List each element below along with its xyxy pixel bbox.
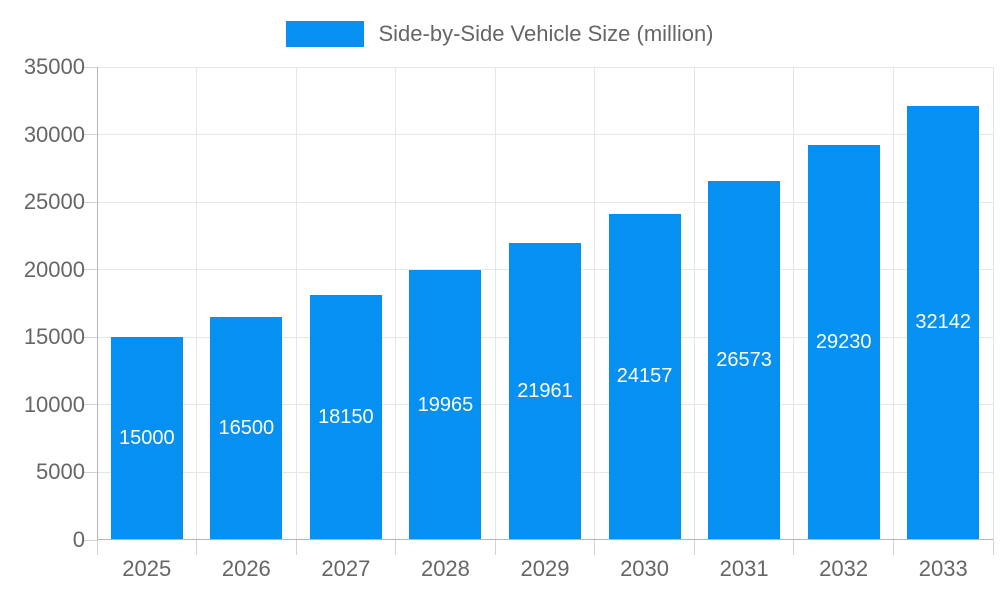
- x-tick-label: 2025: [122, 556, 172, 581]
- bar[interactable]: 26573: [708, 180, 781, 539]
- x-gridline: [196, 67, 198, 540]
- x-tick-label: 2027: [321, 556, 371, 581]
- bar[interactable]: 15000: [110, 337, 183, 539]
- x-gridline: [594, 67, 596, 540]
- bar-value-label: 26573: [716, 348, 772, 371]
- bar[interactable]: 29230: [807, 144, 880, 539]
- x-gridline: [494, 67, 496, 540]
- y-tick: [82, 539, 97, 541]
- y-tick-label: 10000: [23, 391, 85, 417]
- bar-value-label: 16500: [218, 417, 275, 439]
- x-tick: [295, 540, 297, 555]
- bar[interactable]: 21961: [509, 243, 581, 539]
- plot-area: 0 5000 10000 15000 20000 25000 30000 35000 15000…: [24, 56, 994, 580]
- x-gridline: [892, 67, 894, 540]
- y-tick: [82, 471, 97, 473]
- y-tick: [82, 404, 97, 406]
- y-tick-label: 30000: [23, 121, 85, 147]
- y-tick-label: 35000: [23, 54, 85, 79]
- x-tick-label: 2032: [819, 556, 869, 581]
- bar[interactable]: 19965: [409, 270, 482, 539]
- x-tick: [494, 540, 496, 555]
- y-tick-label: 15000: [23, 324, 85, 350]
- y-gridline: [97, 201, 993, 203]
- x-tick: [594, 540, 596, 555]
- y-tick: [82, 66, 97, 68]
- x-gridline: [395, 67, 397, 540]
- y-tick-label: 5000: [36, 459, 85, 485]
- x-tick-label: 2029: [520, 556, 570, 581]
- bar-value-label: 32142: [915, 311, 972, 334]
- legend[interactable]: Side-by-Side Vehicle Size (million): [0, 14, 1000, 54]
- y-tick: [82, 336, 97, 338]
- bar-value-label: 29230: [815, 330, 872, 353]
- bar-value-label: 15000: [118, 427, 175, 450]
- legend-label: Side-by-Side Vehicle Size (million): [378, 21, 714, 46]
- x-tick: [793, 540, 795, 555]
- bar[interactable]: 18150: [309, 294, 382, 539]
- y-tick-label: 25000: [23, 189, 85, 215]
- x-tick-label: 2031: [719, 556, 769, 581]
- x-gridline: [992, 67, 994, 540]
- y-gridline: [97, 66, 993, 68]
- y-axis-line: [97, 67, 98, 540]
- x-tick: [196, 540, 198, 555]
- x-tick: [992, 540, 994, 555]
- x-gridline: [295, 67, 297, 540]
- x-tick-label: 2028: [420, 556, 470, 581]
- y-tick-label: 20000: [23, 256, 85, 282]
- x-gridline: [693, 67, 695, 540]
- x-tick-label: 2030: [620, 556, 670, 581]
- x-axis-line: [97, 539, 993, 540]
- bar[interactable]: 32142: [907, 105, 980, 539]
- y-tick: [82, 201, 97, 203]
- bar-value-label: 24157: [616, 365, 673, 388]
- x-tick: [96, 540, 98, 555]
- x-tick: [395, 540, 397, 555]
- x-tick: [892, 540, 894, 555]
- y-tick: [82, 269, 97, 271]
- y-gridline: [97, 134, 993, 136]
- bar-value-label: 21961: [517, 380, 573, 403]
- bar-value-label: 19965: [417, 393, 474, 416]
- bar[interactable]: 24157: [608, 213, 681, 539]
- bar-value-label: 18150: [318, 405, 374, 428]
- y-tick: [82, 134, 97, 136]
- x-tick: [693, 540, 695, 555]
- x-tick-label: 2033: [918, 556, 968, 581]
- y-tick-label: 0: [72, 527, 85, 552]
- legend-swatch: [286, 21, 365, 47]
- x-tick-label: 2026: [221, 556, 271, 581]
- bar[interactable]: 16500: [210, 317, 283, 539]
- x-gridline: [793, 67, 795, 540]
